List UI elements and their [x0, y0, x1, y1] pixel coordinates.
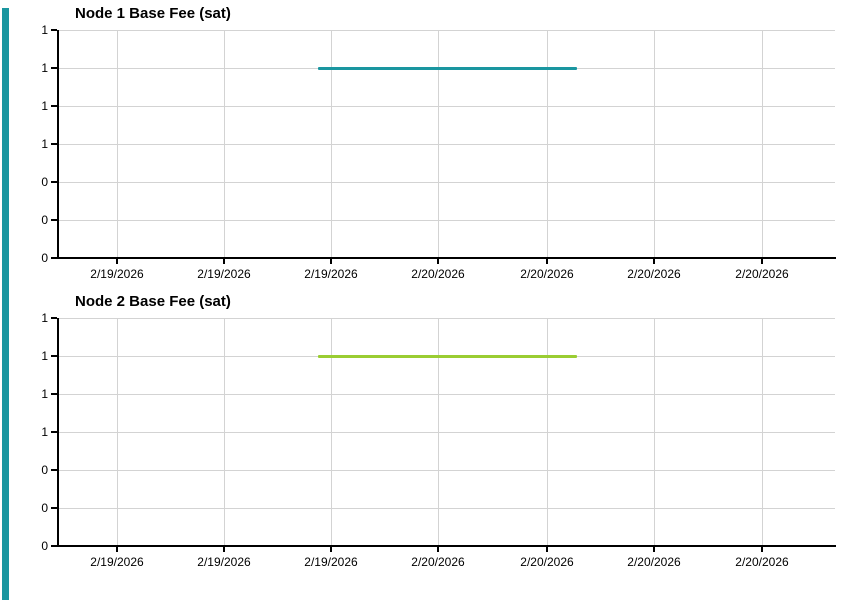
- x-tick: [437, 259, 439, 264]
- x-tick: [437, 547, 439, 552]
- y-tick-label: 1: [41, 99, 48, 113]
- y-tick: [51, 545, 57, 547]
- v-gridline: [438, 30, 439, 258]
- x-tick-label: 2/20/2026: [735, 555, 789, 569]
- x-axis-line: [57, 545, 836, 547]
- left-accent-bar: [2, 8, 9, 600]
- v-gridline: [547, 30, 548, 258]
- y-axis-line: [57, 318, 59, 547]
- x-tick: [116, 259, 118, 264]
- x-tick: [546, 547, 548, 552]
- x-tick-label: 2/20/2026: [735, 267, 789, 281]
- h-gridline: [58, 106, 835, 107]
- x-tick: [223, 547, 225, 552]
- series-line-node-1: [318, 67, 577, 70]
- y-tick-label: 0: [41, 175, 48, 189]
- x-tick-label: 2/20/2026: [520, 555, 574, 569]
- h-gridline: [58, 394, 835, 395]
- y-tick-label: 1: [41, 61, 48, 75]
- y-tick-label: 1: [41, 23, 48, 37]
- x-tick-label: 2/20/2026: [627, 267, 681, 281]
- v-gridline: [762, 30, 763, 258]
- h-gridline: [58, 220, 835, 221]
- h-gridline: [58, 182, 835, 183]
- v-gridline: [331, 30, 332, 258]
- v-gridline: [654, 318, 655, 546]
- y-tick: [51, 67, 57, 69]
- h-gridline: [58, 144, 835, 145]
- chart-node-1-base-fee: Node 1 Base Fee (sat) 1 1 1 1 0 0 0 2/19/2026 2/…: [0, 0, 860, 288]
- x-axis-line: [57, 257, 836, 259]
- x-tick: [330, 259, 332, 264]
- y-tick-label: 0: [41, 463, 48, 477]
- x-tick-label: 2/20/2026: [411, 267, 465, 281]
- y-tick: [51, 355, 57, 357]
- x-tick: [330, 547, 332, 552]
- y-tick-label: 0: [41, 501, 48, 515]
- v-gridline: [331, 318, 332, 546]
- x-tick: [761, 259, 763, 264]
- v-gridline: [117, 30, 118, 258]
- y-tick-label: 1: [41, 387, 48, 401]
- h-gridline: [58, 508, 835, 509]
- x-tick: [116, 547, 118, 552]
- h-gridline: [58, 432, 835, 433]
- v-gridline: [654, 30, 655, 258]
- y-tick: [51, 317, 57, 319]
- chart-node-2-base-fee: Node 2 Base Fee (sat) 1 1 1 1 0 0 0 2/19/2026 2/…: [0, 288, 860, 600]
- x-tick-label: 2/20/2026: [520, 267, 574, 281]
- y-tick: [51, 29, 57, 31]
- y-tick: [51, 219, 57, 221]
- y-axis-line: [57, 30, 59, 259]
- x-tick-label: 2/19/2026: [90, 555, 144, 569]
- x-tick-label: 2/19/2026: [197, 555, 251, 569]
- x-tick-label: 2/20/2026: [627, 555, 681, 569]
- v-gridline: [224, 30, 225, 258]
- y-tick: [51, 507, 57, 509]
- x-tick: [653, 547, 655, 552]
- y-tick-label: 0: [41, 539, 48, 553]
- series-line-node-2: [318, 355, 577, 358]
- x-tick: [761, 547, 763, 552]
- v-gridline: [438, 318, 439, 546]
- x-tick-label: 2/19/2026: [197, 267, 251, 281]
- y-tick-label: 1: [41, 137, 48, 151]
- x-tick: [653, 259, 655, 264]
- chart-title: Node 2 Base Fee (sat): [75, 293, 231, 310]
- v-gridline: [224, 318, 225, 546]
- h-gridline: [58, 318, 835, 319]
- y-tick: [51, 393, 57, 395]
- y-tick: [51, 257, 57, 259]
- x-tick-label: 2/19/2026: [304, 555, 358, 569]
- y-tick: [51, 181, 57, 183]
- y-tick-label: 1: [41, 349, 48, 363]
- y-tick-label: 1: [41, 425, 48, 439]
- x-tick: [546, 259, 548, 264]
- h-gridline: [58, 30, 835, 31]
- v-gridline: [762, 318, 763, 546]
- y-tick-label: 0: [41, 251, 48, 265]
- y-tick: [51, 105, 57, 107]
- y-tick: [51, 431, 57, 433]
- h-gridline: [58, 470, 835, 471]
- y-tick-label: 0: [41, 213, 48, 227]
- y-tick: [51, 469, 57, 471]
- y-tick-label: 1: [41, 311, 48, 325]
- x-tick-label: 2/20/2026: [411, 555, 465, 569]
- x-tick-label: 2/19/2026: [304, 267, 358, 281]
- x-tick-label: 2/19/2026: [90, 267, 144, 281]
- x-tick: [223, 259, 225, 264]
- y-tick: [51, 143, 57, 145]
- v-gridline: [547, 318, 548, 546]
- chart-title: Node 1 Base Fee (sat): [75, 5, 231, 22]
- v-gridline: [117, 318, 118, 546]
